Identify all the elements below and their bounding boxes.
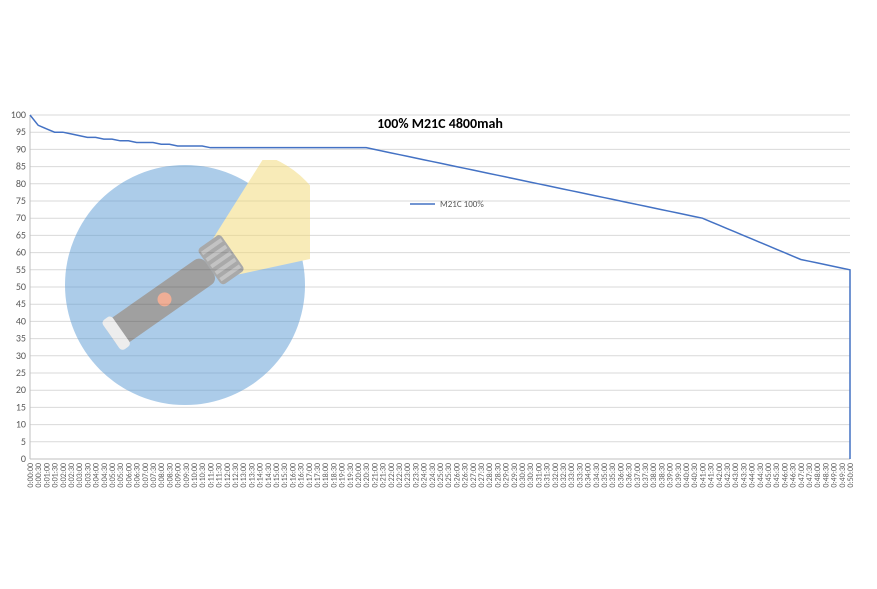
- y-tick-label: 95: [16, 125, 26, 138]
- y-tick-label: 30: [16, 349, 26, 362]
- y-tick-label: 70: [16, 211, 26, 224]
- y-tick-label: 15: [16, 400, 26, 413]
- x-axis-labels: 0:00:000:00:300:01:000:01:300:02:000:02:…: [26, 463, 856, 488]
- y-tick-label: 35: [16, 332, 26, 345]
- y-tick-label: 100: [11, 108, 26, 121]
- y-tick-label: 55: [16, 263, 26, 276]
- flashlight-watermark-icon: [60, 160, 310, 410]
- y-tick-label: 10: [16, 418, 26, 431]
- x-tick-label: 0:50:00: [846, 463, 856, 488]
- y-tick-label: 50: [16, 280, 26, 293]
- y-tick-label: 20: [16, 383, 26, 396]
- runtime-chart: 0510152025303540455055606570758085909510…: [0, 0, 877, 584]
- y-tick-label: 60: [16, 246, 26, 259]
- legend-label: M21C 100%: [440, 199, 484, 210]
- y-tick-label: 25: [16, 366, 26, 379]
- y-tick-label: 80: [16, 177, 26, 190]
- y-tick-label: 75: [16, 194, 26, 207]
- y-tick-label: 85: [16, 160, 26, 173]
- chart-title: 100% M21C 4800mah: [377, 115, 503, 132]
- y-tick-label: 40: [16, 314, 26, 327]
- y-tick-label: 65: [16, 228, 26, 241]
- y-tick-label: 5: [21, 435, 26, 448]
- y-tick-label: 90: [16, 142, 26, 155]
- y-tick-label: 45: [16, 297, 26, 310]
